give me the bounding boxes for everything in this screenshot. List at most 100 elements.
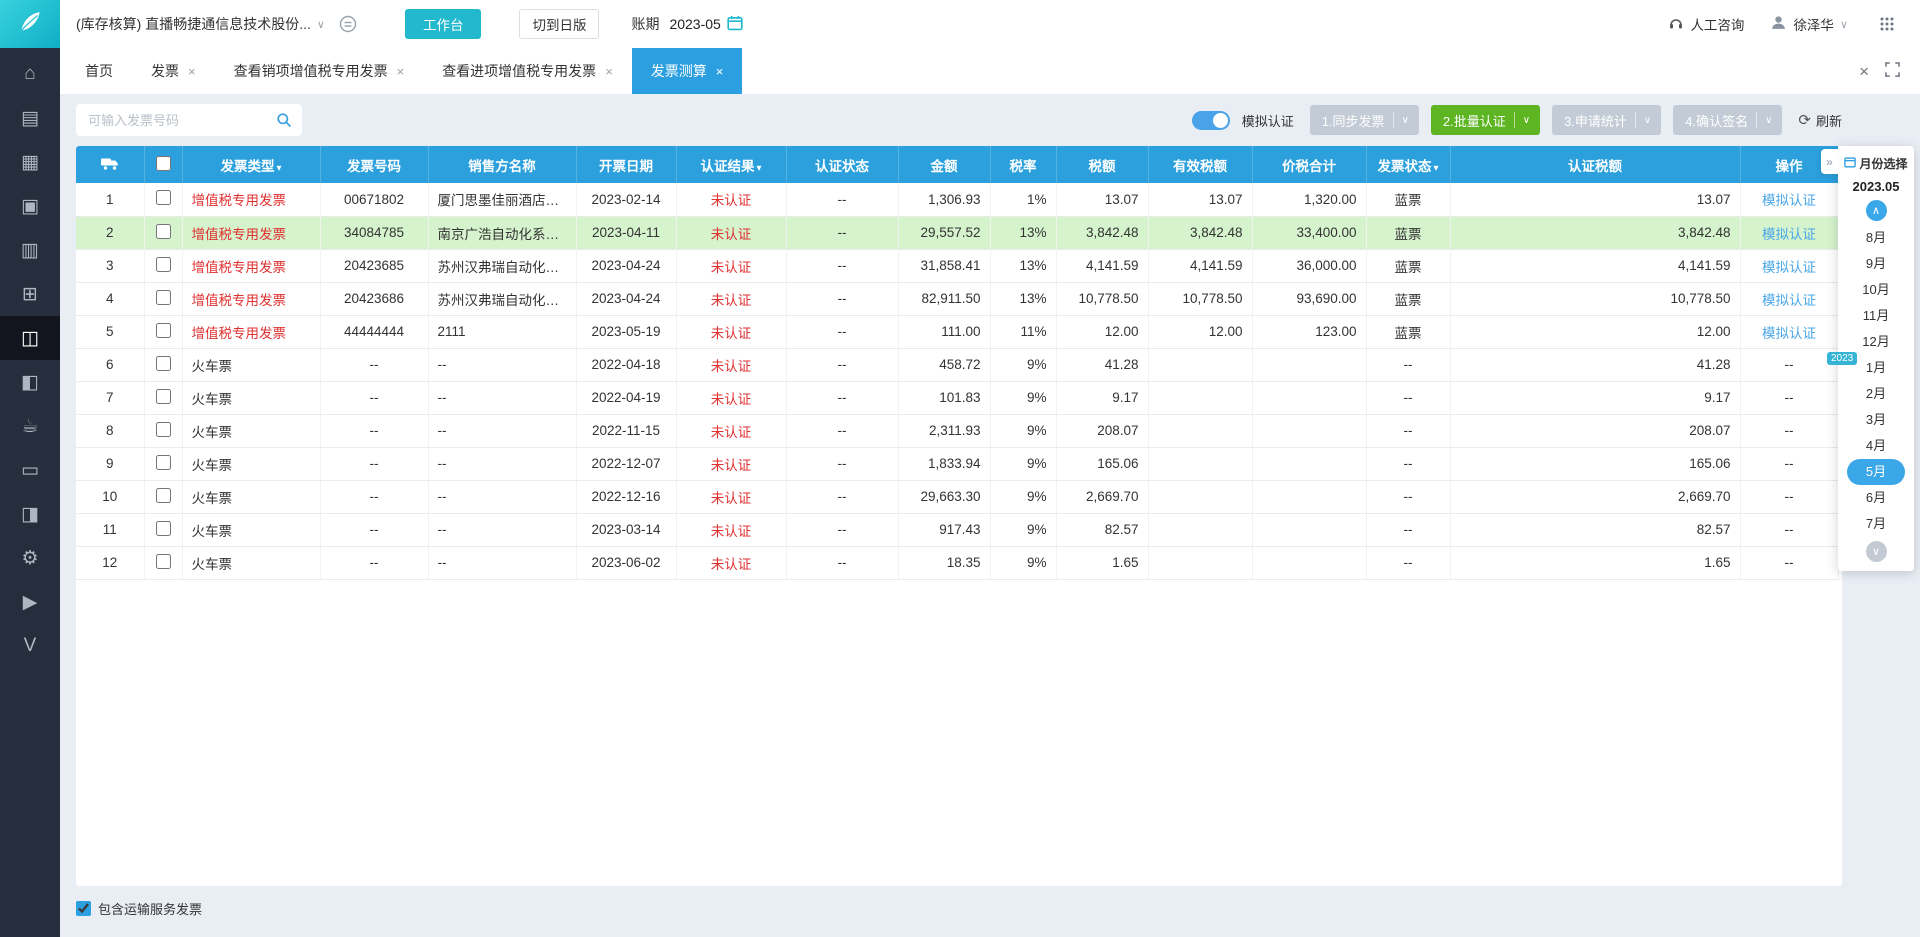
panel-collapse-icon[interactable]: »	[1821, 149, 1838, 174]
row-checkbox[interactable]	[155, 487, 171, 503]
include-transport-option[interactable]: 包含运输服务发票	[76, 899, 1842, 918]
tab-1[interactable]: 发票 ×	[132, 48, 215, 94]
user-name: 徐泽华	[1793, 18, 1834, 33]
fullscreen-icon[interactable]	[1885, 62, 1900, 80]
table-row[interactable]: 10 火车票 -- -- 2022-12-16 未认证 -- 29,663.30 9% 2,669…	[76, 480, 1839, 514]
cell-action[interactable]: 模拟认证	[1740, 249, 1839, 283]
row-checkbox[interactable]	[155, 520, 171, 536]
row-checkbox[interactable]	[155, 454, 171, 470]
column-header[interactable]: 认证结果 ▾	[676, 146, 787, 183]
support-link[interactable]: 人工咨询	[1668, 14, 1744, 34]
tab-4[interactable]: 发票测算 ×	[631, 48, 743, 94]
sidebar-item-goods[interactable]: ◫	[0, 316, 60, 360]
month-item-2月[interactable]: 2月	[1865, 386, 1887, 401]
close-all-icon[interactable]: ×	[1859, 61, 1869, 81]
cell-action[interactable]: 模拟认证	[1740, 282, 1839, 316]
app-logo[interactable]	[0, 0, 60, 48]
row-checkbox[interactable]	[155, 553, 171, 569]
row-checkbox-cell	[144, 183, 183, 217]
sidebar-item-modules[interactable]: ⊞	[0, 272, 60, 316]
table-row[interactable]: 4 增值税专用发票20423686苏州汉弗瑞自动化科技有限...2023-04-2…	[76, 282, 1839, 316]
sidebar-item-brand[interactable]: V	[0, 624, 60, 668]
scroll-down-icon[interactable]: ∨	[1865, 541, 1887, 562]
simulate-cert-toggle[interactable]	[1191, 110, 1230, 130]
cell-action[interactable]: 模拟认证	[1740, 216, 1839, 250]
cell-action[interactable]: 模拟认证	[1740, 183, 1839, 217]
table-row[interactable]: 7 火车票 -- -- 2022-04-19 未认证 -- 101.83 9% 9.17 -- 9.1…	[76, 381, 1839, 415]
row-checkbox[interactable]	[155, 289, 171, 305]
table-row[interactable]: 2 增值税专用发票34084785南京广浩自动化系统有限责...2023-04-1…	[76, 216, 1839, 250]
table-row[interactable]: 11 火车票 -- -- 2023-03-14 未认证 -- 917.43 9% 82.57 -- 8…	[76, 513, 1839, 547]
row-checkbox[interactable]	[155, 355, 171, 371]
tab-0[interactable]: 首页	[66, 48, 132, 94]
toolbar-button-4[interactable]: 4.确认签名 ∨	[1673, 105, 1783, 135]
toolbar-button-3[interactable]: 3.申请统计 ∨	[1552, 105, 1662, 135]
cell-cert-tax: 41.28	[1450, 348, 1741, 382]
company-selector[interactable]: (库存核算) 直播畅捷通信息技术股份... ∨	[76, 14, 325, 34]
search-input[interactable]	[76, 104, 302, 136]
row-checkbox[interactable]	[155, 421, 171, 437]
select-all-checkbox[interactable]	[155, 155, 171, 171]
row-checkbox[interactable]	[155, 223, 171, 239]
tab-close-icon[interactable]: ×	[396, 63, 405, 79]
toolbar-button-1[interactable]: 1.同步发票 ∨	[1309, 105, 1419, 135]
table-row[interactable]: 8 火车票 -- -- 2022-11-15 未认证 -- 2,311.93 9% 208.07-…	[76, 414, 1839, 448]
row-checkbox[interactable]	[155, 322, 171, 338]
sidebar-item-media[interactable]: ▶	[0, 580, 60, 624]
user-menu[interactable]: 徐泽华 ∨	[1770, 14, 1848, 34]
search-icon[interactable]	[276, 112, 292, 133]
month-item-6月[interactable]: 6月	[1865, 490, 1887, 505]
tab-close-icon[interactable]: ×	[715, 63, 724, 79]
row-checkbox[interactable]	[155, 190, 171, 206]
tab-close-icon[interactable]: ×	[605, 63, 613, 79]
sidebar-item-ledger[interactable]: ▥	[0, 228, 60, 272]
month-item-9月[interactable]: 9月	[1865, 256, 1887, 271]
cell-tax-rate: 9%	[990, 414, 1057, 448]
column-header[interactable]: 发票状态 ▾	[1366, 146, 1451, 183]
table-row[interactable]: 5 增值税专用发票 44444444 2111 2023-05-19 未认证 -- 111.0…	[76, 315, 1839, 349]
period-picker[interactable]: 2023-05	[669, 15, 743, 34]
tab-2[interactable]: 查看销项增值税专用发票 ×	[215, 48, 424, 94]
sidebar-item-home[interactable]: ⌂	[0, 52, 60, 96]
table-row[interactable]: 6 火车票 -- -- 2022-04-18 未认证 -- 458.72 9% 41.28 -- 41…	[76, 348, 1839, 382]
footer-checkbox[interactable]	[76, 901, 91, 916]
sidebar-item-report[interactable]: ▦	[0, 140, 60, 184]
month-item-10月[interactable]: 10月	[1862, 282, 1890, 297]
sidebar-item-assets[interactable]: ▭	[0, 448, 60, 492]
sidebar-item-settings[interactable]: ⚙	[0, 536, 60, 580]
switch-version-button[interactable]: 切到日版	[519, 9, 600, 39]
month-item-3月[interactable]: 3月	[1865, 412, 1887, 427]
sidebar-item-warehouse[interactable]: ◧	[0, 360, 60, 404]
month-item-5月[interactable]: 5月	[1847, 459, 1905, 485]
toolbar-button-2[interactable]: 2.批量认证 ∨	[1430, 105, 1541, 135]
cell-issue-date: 2023-04-24	[576, 282, 677, 316]
chart-icon: ▦	[21, 151, 39, 173]
month-item-1月[interactable]: 1月	[1865, 360, 1887, 375]
month-item-8月[interactable]: 8月	[1865, 230, 1887, 245]
table-row[interactable]: 1 增值税专用发票00671802厦门思墨佳丽酒店管理有限...2023-02-1…	[76, 183, 1839, 217]
cell-action[interactable]: 模拟认证	[1740, 315, 1839, 349]
scroll-up-icon[interactable]: ∧	[1865, 200, 1887, 221]
row-index: 1	[76, 183, 145, 217]
cell-cert-result: 未认证	[676, 447, 787, 481]
month-item-12月[interactable]: 12月	[1862, 334, 1890, 349]
sidebar-item-invoice[interactable]: ▤	[0, 96, 60, 140]
month-item-7月[interactable]: 7月	[1865, 516, 1887, 531]
refresh-button[interactable]: ⟳ 刷新	[1798, 112, 1842, 129]
month-item-4月[interactable]: 4月	[1865, 438, 1887, 453]
workbench-button[interactable]: 工作台	[404, 9, 482, 39]
sidebar-item-safe[interactable]: ▣	[0, 184, 60, 228]
badge-icon[interactable]	[335, 11, 361, 37]
column-header[interactable]: 发票类型 ▾	[182, 146, 321, 183]
sidebar-item-drawer[interactable]: ◨	[0, 492, 60, 536]
row-checkbox[interactable]	[155, 256, 171, 272]
sidebar-item-service[interactable]: ☕	[0, 404, 60, 448]
tab-3[interactable]: 查看进项增值税专用发票 ×	[423, 48, 632, 94]
table-row[interactable]: 3 增值税专用发票20423685苏州汉弗瑞自动化科技有限...2023-04-2…	[76, 249, 1839, 283]
month-item-11月[interactable]: 11月	[1862, 308, 1890, 323]
tab-close-icon[interactable]: ×	[188, 63, 196, 79]
apps-grid-icon[interactable]	[1874, 11, 1900, 37]
row-checkbox[interactable]	[155, 388, 171, 404]
table-row[interactable]: 9 火车票 -- -- 2022-12-07 未认证 -- 1,833.94 9% 165.06-…	[76, 447, 1839, 481]
table-row[interactable]: 12 火车票 -- -- 2023-06-02 未认证 -- 18.35 9% 1.65 -- 1.6…	[76, 546, 1839, 580]
